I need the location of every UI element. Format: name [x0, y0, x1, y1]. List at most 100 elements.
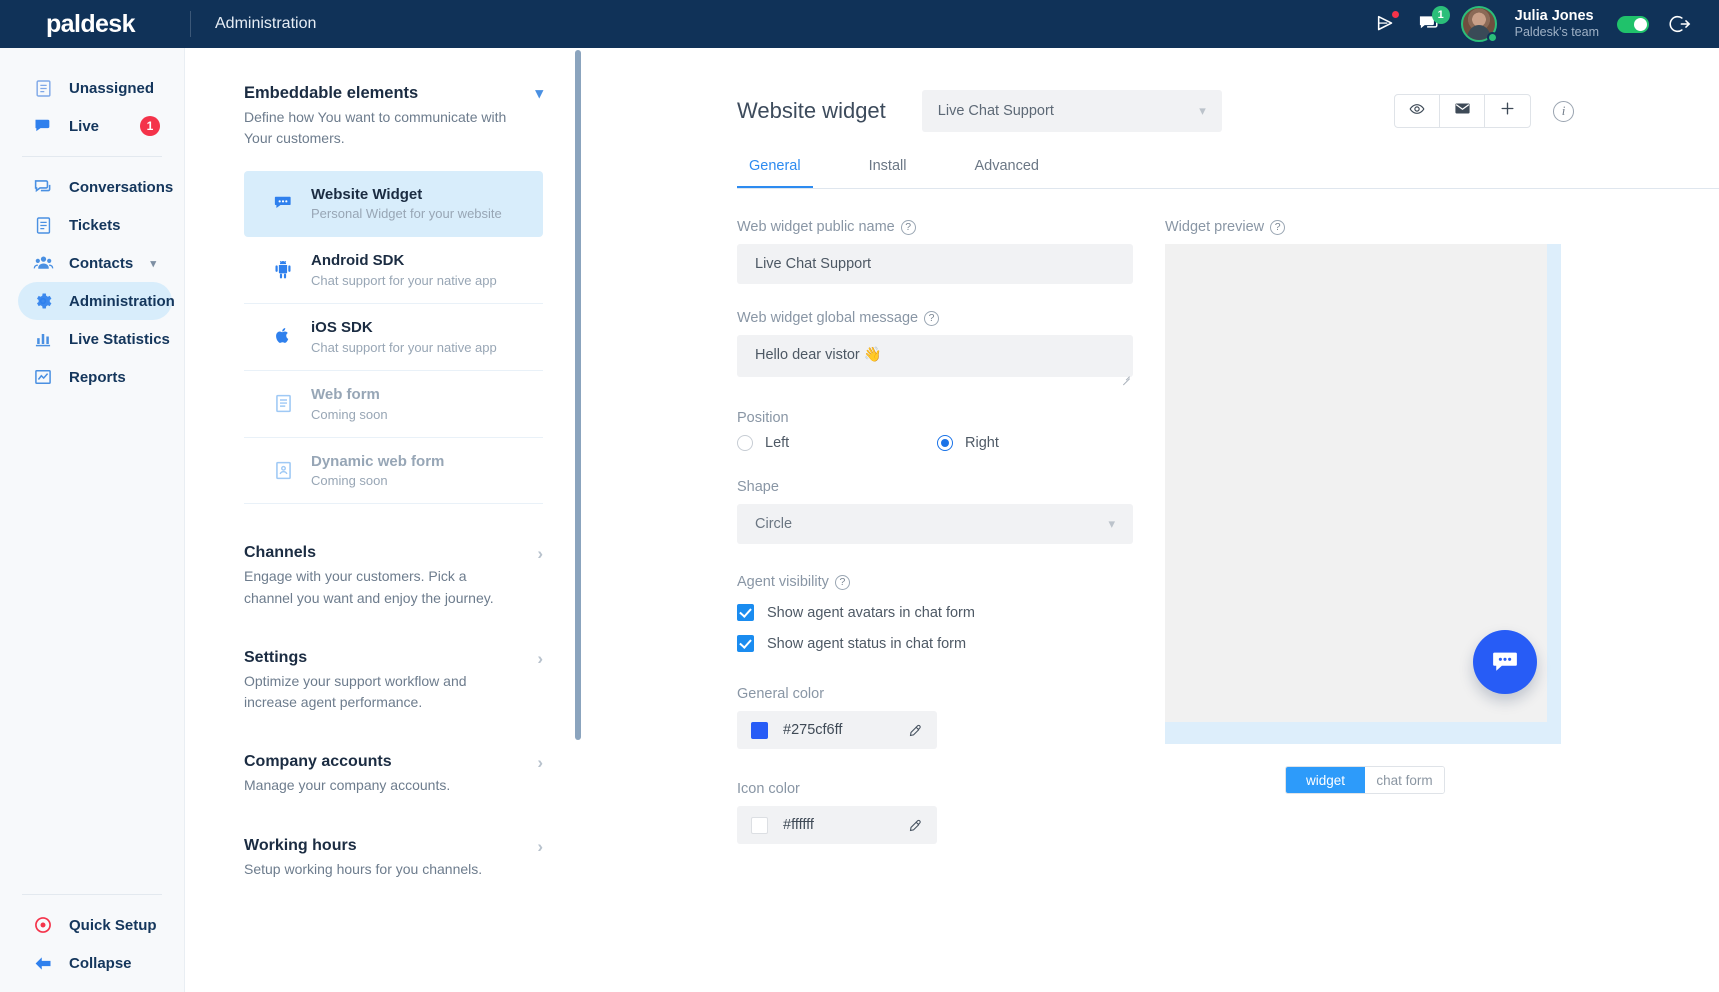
radio-position-left[interactable]: Left — [737, 435, 937, 451]
chevron-down-icon[interactable]: ▾ — [150, 257, 156, 270]
online-toggle[interactable] — [1617, 15, 1649, 33]
ticket-document-icon — [32, 214, 54, 236]
agent-visibility-label: Agent visibility — [737, 574, 829, 590]
sidebar-divider — [22, 156, 162, 157]
panel-scrollbar[interactable] — [575, 50, 581, 740]
chevron-right-icon[interactable]: › — [537, 753, 543, 773]
field-global-message: Web widget global message ? — [737, 310, 1137, 382]
sidebar-item-unassigned[interactable]: Unassigned — [18, 69, 172, 107]
main-header: Website widget Live Chat Support ▾ — [582, 48, 1719, 132]
chat-dots-icon[interactable] — [1473, 630, 1537, 694]
element-subtitle: Coming soon — [311, 473, 388, 489]
section-working-hours[interactable]: Working hours › Setup working hours for … — [244, 837, 543, 880]
sidebar-item-conversations[interactable]: Conversations — [18, 168, 174, 206]
help-icon[interactable]: ? — [834, 574, 850, 590]
preview-toggle-widget[interactable]: widget — [1286, 767, 1365, 793]
section-title: Company accounts — [244, 753, 392, 771]
chat-widget-icon — [270, 193, 296, 213]
app-logo[interactable]: paldesk — [46, 9, 136, 38]
element-title: Android SDK — [311, 252, 405, 270]
email-button[interactable] — [1440, 95, 1485, 127]
preview-toggle-chat-form[interactable]: chat form — [1365, 767, 1444, 793]
eyedropper-icon[interactable] — [908, 818, 923, 833]
section-subtitle: Optimize your support workflow and incre… — [244, 672, 467, 711]
sidebar-item-tickets[interactable]: Tickets — [18, 206, 172, 244]
chevron-right-icon[interactable]: › — [537, 648, 543, 668]
element-web-form[interactable]: Web form Coming soon — [244, 371, 543, 438]
left-navigation: Unassigned Live 1 Conversations Tickets — [0, 48, 185, 992]
element-dynamic-web-form[interactable]: Dynamic web form Coming soon — [244, 438, 543, 505]
element-subtitle: Coming soon — [311, 406, 388, 422]
sidebar-bottom: Quick Setup Collapse — [0, 883, 184, 992]
global-message-textarea[interactable] — [737, 335, 1133, 377]
general-color-row[interactable]: #275cf6ff — [737, 711, 937, 749]
icon-color-value: #ffffff — [783, 817, 814, 833]
widget-selector[interactable]: Live Chat Support ▾ — [921, 90, 1222, 132]
field-public-name: Web widget public name ? — [737, 219, 1137, 284]
apple-icon — [270, 326, 296, 347]
sidebar-item-reports[interactable]: Reports — [18, 358, 172, 396]
color-swatch[interactable] — [751, 721, 768, 739]
settings-form: Web widget public name ? Web widget glob… — [737, 219, 1137, 870]
embeddable-elements-header[interactable]: Embeddable elements ▾ Define how You wan… — [244, 84, 543, 150]
help-icon[interactable]: ? — [924, 310, 940, 326]
document-list-icon — [32, 77, 54, 99]
avatar-status-dot — [1486, 32, 1498, 43]
widget-selector-value: Live Chat Support — [937, 103, 1054, 119]
element-website-widget[interactable]: Website Widget Personal Widget for your … — [244, 170, 543, 238]
element-android-sdk[interactable]: Android SDK Chat support for your native… — [244, 237, 543, 305]
eyedropper-icon[interactable] — [908, 723, 923, 738]
brand-divider — [190, 11, 191, 37]
info-icon[interactable]: i — [1553, 100, 1574, 122]
sidebar-item-administration[interactable]: Administration — [18, 282, 175, 320]
help-icon[interactable]: ? — [900, 219, 916, 235]
tab-install[interactable]: Install — [868, 158, 907, 174]
user-info[interactable]: Julia Jones Paldesk's team — [1515, 8, 1599, 39]
section-subtitle: Setup working hours for you channels. — [244, 860, 483, 877]
shape-select[interactable]: Circle ▾ — [737, 504, 1133, 544]
tab-advanced[interactable]: Advanced — [974, 158, 1039, 174]
preview-button[interactable] — [1395, 95, 1440, 127]
sidebar-item-live[interactable]: Live 1 — [18, 107, 172, 145]
chat-bubbles-icon[interactable]: 1 — [1417, 6, 1450, 37]
field-shape: Shape Circle ▾ — [737, 479, 1137, 544]
field-general-color: General color #275cf6ff — [737, 686, 1137, 749]
section-company-accounts[interactable]: Company accounts › Manage your company a… — [244, 753, 543, 796]
section-title: Channels — [244, 544, 317, 562]
checkbox-label: Show agent avatars in chat form — [767, 604, 975, 621]
element-subtitle: Personal Widget for your website — [311, 206, 502, 222]
checkbox-show-agent-avatars[interactable]: Show agent avatars in chat form — [737, 604, 1137, 621]
sidebar-item-live-statistics[interactable]: Live Statistics — [18, 320, 172, 358]
avatar[interactable] — [1460, 6, 1498, 43]
sidebar-item-label: Collapse — [69, 954, 132, 972]
color-swatch[interactable] — [751, 816, 768, 834]
public-name-input[interactable] — [737, 244, 1133, 284]
sidebar-item-quick-setup[interactable]: Quick Setup — [18, 906, 172, 944]
target-icon — [32, 914, 54, 936]
element-ios-sdk[interactable]: iOS SDK Chat support for your native app — [244, 304, 543, 371]
sidebar-item-label: Conversations — [69, 178, 174, 196]
add-button[interactable] — [1485, 95, 1530, 127]
field-label: Agent visibility ? — [737, 574, 1137, 590]
logout-icon[interactable] — [1667, 11, 1693, 37]
tab-general[interactable]: General — [737, 158, 813, 188]
icon-color-row[interactable]: #ffffff — [737, 806, 937, 844]
section-channels[interactable]: Channels › Engage with your customers. P… — [244, 544, 543, 609]
page-title: Website widget — [737, 98, 886, 123]
user-name: Julia Jones — [1514, 8, 1594, 25]
field-agent-visibility: Agent visibility ? Show agent avatars in… — [737, 574, 1137, 652]
element-title: Website Widget — [311, 185, 423, 203]
radio-position-right[interactable]: Right — [937, 435, 1137, 451]
sidebar-item-contacts[interactable]: Contacts ▾ — [18, 244, 172, 282]
section-settings[interactable]: Settings › Optimize your support workflo… — [244, 649, 543, 714]
sidebar-item-collapse[interactable]: Collapse — [18, 944, 172, 982]
chevron-down-icon[interactable]: ▾ — [535, 85, 543, 102]
chevron-right-icon[interactable]: › — [537, 836, 543, 856]
chevron-right-icon[interactable]: › — [537, 544, 543, 564]
checkbox-show-agent-status[interactable]: Show agent status in chat form — [737, 635, 1137, 652]
help-icon[interactable]: ? — [1270, 219, 1286, 235]
android-icon — [270, 259, 296, 281]
administration-panel: Embeddable elements ▾ Define how You wan… — [186, 48, 581, 992]
megaphone-icon[interactable] — [1373, 10, 1400, 37]
sidebar-item-label: Unassigned — [69, 79, 155, 97]
